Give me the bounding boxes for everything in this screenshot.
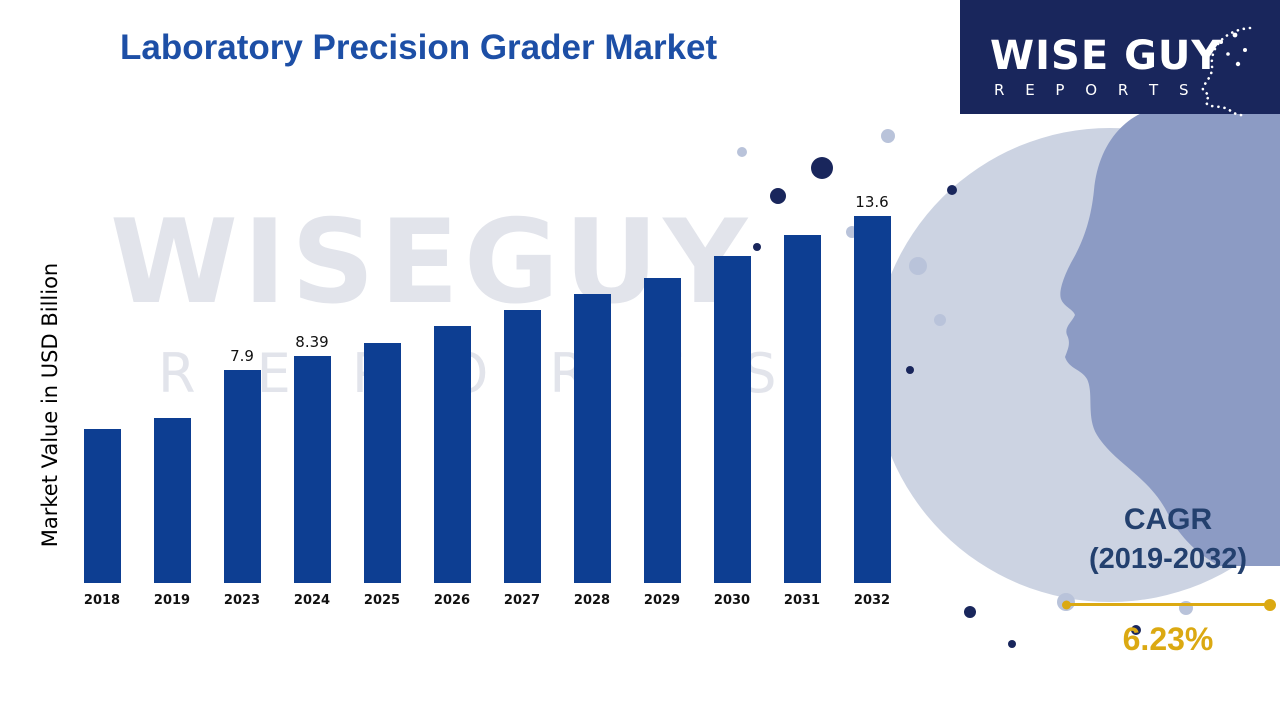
bar [853, 216, 891, 583]
bar [83, 429, 121, 583]
x-axis-tick-label: 2028 [573, 593, 611, 608]
bar-chart: 2018 2019 7.9 2023 8.39 2024 2025 2026 2027 2028 2… [67, 180, 907, 608]
x-axis-tick-label: 2029 [643, 593, 681, 608]
line-end-dot-right [1264, 598, 1276, 611]
bar-group-2027: 2027 [487, 180, 557, 608]
x-axis-tick-label: 2031 [783, 593, 821, 608]
cagr-value: 6.23% [1122, 621, 1214, 657]
x-axis-tick-label: 2030 [713, 593, 751, 608]
x-axis-tick-label: 2024 [293, 593, 331, 608]
bar [713, 256, 751, 583]
bar [153, 418, 191, 583]
cagr-label: CAGR [1123, 503, 1213, 536]
logo-face-icon [1201, 26, 1252, 117]
bar [223, 370, 261, 583]
x-axis-tick-label: 2019 [153, 593, 191, 608]
bar [503, 310, 541, 583]
wiseguy-reports-logo: WISE GUY R E P O R T S [990, 36, 1221, 98]
y-axis-label: Market Value in USD Billion [38, 262, 62, 548]
bar-group-2024: 8.39 2024 [277, 180, 347, 608]
line-end-dot-left [1062, 600, 1071, 609]
bar [433, 326, 471, 583]
bar-group-2026: 2026 [417, 180, 487, 608]
bar-group-2031: 2031 [767, 180, 837, 608]
face-profile-graphic [1060, 106, 1280, 566]
bar-group-2018: 2018 [67, 180, 137, 608]
x-axis-tick-label: 2025 [363, 593, 401, 608]
bar [643, 278, 681, 583]
right-panel-art [737, 0, 1280, 648]
x-axis-tick-label: 2032 [853, 593, 891, 608]
bar [783, 235, 821, 583]
bar-group-2032: 13.6 2032 [837, 180, 907, 608]
bar-value-label: 7.9 [230, 347, 254, 365]
bar-group-2029: 2029 [627, 180, 697, 608]
x-axis-tick-label: 2026 [433, 593, 471, 608]
logo-subtext: R E P O R T S [994, 81, 1197, 99]
panel-navy-block [960, 0, 1280, 114]
cagr-block: CAGR (2019-2032) 6.23% [1058, 503, 1278, 658]
bar-group-2030: 2030 [697, 180, 767, 608]
bar-value-label: 8.39 [295, 333, 329, 351]
bar-group-2025: 2025 [347, 180, 417, 608]
bar-value-label: 13.6 [855, 193, 889, 211]
x-axis-tick-label: 2027 [503, 593, 541, 608]
bar [573, 294, 611, 583]
bar-group-2023: 7.9 2023 [207, 180, 277, 608]
bar-group-2028: 2028 [557, 180, 627, 608]
logo-wordmark: WISE GUY [990, 33, 1222, 79]
x-axis-tick-label: 2018 [83, 593, 121, 608]
watermark-line1: WISEGUY [110, 195, 753, 330]
page-title: Laboratory Precision Grader Market [120, 28, 718, 67]
cagr-range: (2019-2032) [1089, 543, 1247, 575]
cagr-divider-line [1062, 598, 1276, 611]
bar [293, 356, 331, 583]
x-axis-tick-label: 2023 [223, 593, 261, 608]
bar-group-2019: 2019 [137, 180, 207, 608]
bar [363, 343, 401, 583]
